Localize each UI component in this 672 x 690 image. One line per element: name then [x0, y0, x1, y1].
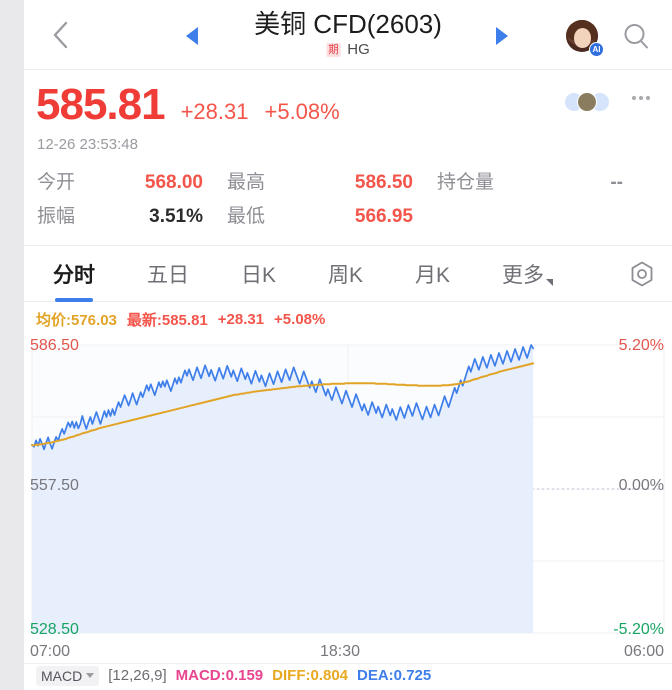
previous-symbol-button[interactable] [180, 24, 204, 48]
more-options-button[interactable] [632, 96, 650, 100]
tab-daily-k[interactable]: 日K [241, 263, 277, 287]
tab-more[interactable]: 更多 [500, 259, 555, 289]
stat-label: 最高 [227, 171, 266, 193]
stat-value: 568.00 [144, 171, 203, 193]
legend-change-percent: +5.08% [274, 311, 326, 328]
macd-params: [12,26,9] [108, 667, 167, 684]
legend-last-price: 最新:585.81 [126, 312, 208, 329]
legend-average-price: 均价:576.03 [36, 312, 117, 329]
price-change-percent: +5.08% [264, 99, 340, 124]
macd-selector[interactable]: MACD [36, 665, 100, 686]
stat-open: 今开 568.00 [37, 167, 227, 194]
chart-settings-button[interactable] [628, 260, 656, 288]
search-icon [624, 24, 648, 49]
macd-indicator-bar: MACD [12,26,9] MACD:0.159 DIFF:0.804 DEA… [24, 663, 672, 687]
last-price: 585.81 [36, 80, 166, 129]
stat-open-interest: 持仓量 -- [437, 167, 647, 194]
triangle-left-icon [186, 27, 198, 45]
quote-timestamp: 12-26 23:53:48 [37, 136, 138, 153]
macd-value: MACD:0.159 [175, 667, 264, 684]
stock-detail-screen: 美铜 CFD(2603) 期 HG AI 585.81 +28.31 +5.08… [24, 0, 672, 690]
more-dots-icon [639, 96, 643, 100]
stat-value: 586.50 [354, 171, 413, 193]
tab-label: 更多 [502, 263, 545, 287]
dea-value: DEA:0.725 [357, 667, 432, 684]
chart-legend: 均价:576.03 最新:585.81 +28.31 +5.08% [24, 302, 672, 333]
tab-weekly-k[interactable]: 周K [328, 263, 364, 287]
chart-period-tabs: 分时 五日 日K 周K 月K 更多 [24, 246, 672, 302]
stat-value: 3.51% [149, 205, 203, 227]
diff-value: DIFF:0.804 [272, 667, 349, 684]
stats-row: 振幅 3.51% 最低 566.95 [24, 197, 672, 231]
stats-row: 今开 568.00 最高 586.50 持仓量 -- [24, 163, 672, 197]
tab-intraday[interactable]: 分时 [51, 259, 97, 302]
stat-label: 最低 [227, 205, 266, 227]
triangle-down-icon [546, 278, 554, 286]
avatar-face [574, 28, 591, 48]
stat-label: 今开 [37, 171, 76, 193]
triangle-right-icon [496, 27, 508, 45]
tabs-inner: 分时 五日 日K 周K 月K 更多 [24, 259, 555, 302]
back-button[interactable] [42, 16, 80, 54]
statistics-grid: 今开 568.00 最高 586.50 持仓量 -- 振幅 3.51% 最低 5… [24, 157, 672, 246]
watchers-avatars[interactable] [564, 92, 610, 112]
navigation-bar: 美铜 CFD(2603) 期 HG AI [24, 0, 672, 70]
intraday-chart-svg [31, 344, 665, 634]
tab-label: 分时 [53, 263, 95, 287]
stat-high: 最高 586.50 [227, 167, 437, 194]
macd-selector-label: MACD [41, 667, 83, 684]
stat-low: 最低 566.95 [227, 201, 437, 228]
futures-badge: 期 [326, 43, 341, 57]
next-symbol-button[interactable] [490, 24, 514, 48]
chevron-left-icon [53, 21, 68, 49]
tab-active-underline [55, 297, 93, 302]
quote-panel: 585.81 +28.31 +5.08% 12-26 23:53:48 [24, 70, 672, 157]
chevron-down-icon [86, 673, 95, 678]
tab-five-day[interactable]: 五日 [147, 263, 189, 287]
symbol-code: HG [347, 41, 370, 58]
stat-label: 振幅 [37, 205, 76, 227]
stat-value: 566.95 [354, 205, 413, 227]
stat-value: -- [610, 171, 623, 193]
search-button[interactable] [620, 20, 652, 52]
intraday-chart[interactable]: 586.50 557.50 528.50 5.20% 0.00% -5.20% … [24, 333, 672, 663]
price-change: +28.31 [180, 99, 249, 124]
ai-badge: AI [589, 42, 604, 57]
tab-monthly-k[interactable]: 月K [415, 263, 451, 287]
watcher-avatar [577, 92, 597, 112]
stat-amplitude: 振幅 3.51% [37, 201, 227, 228]
stat-label: 持仓量 [437, 171, 495, 193]
quote-main-row: 585.81 +28.31 +5.08% [24, 80, 672, 130]
legend-change: +28.31 [217, 311, 265, 328]
more-dots-icon [646, 96, 650, 100]
avatar[interactable] [566, 20, 598, 52]
more-dots-icon [632, 96, 636, 100]
settings-gear-icon [631, 261, 653, 287]
